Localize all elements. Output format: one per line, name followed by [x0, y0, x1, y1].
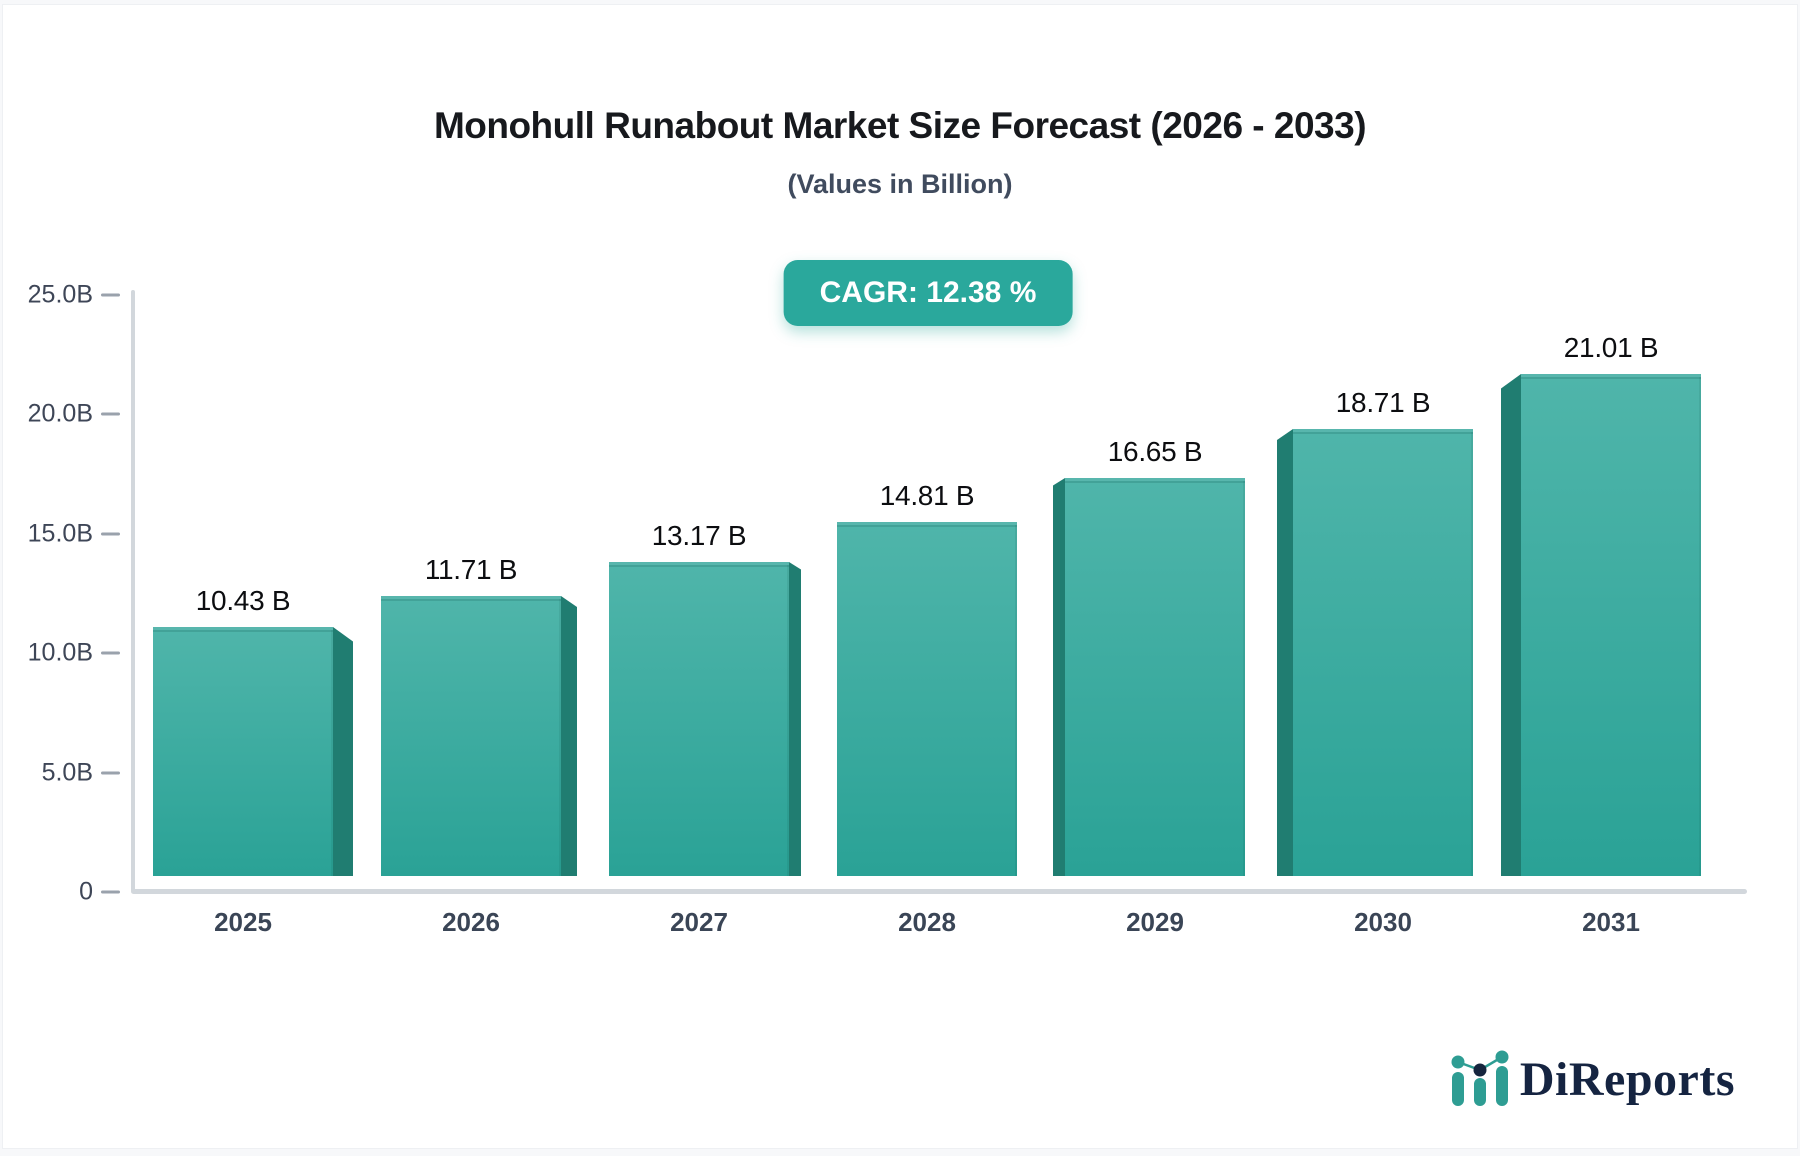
bar-face	[1293, 429, 1473, 876]
x-tick-label-2031: 2031	[1582, 907, 1640, 937]
brand-name: DiReports	[1519, 1052, 1735, 1106]
bar-2028: 14.81 B	[837, 480, 1017, 876]
bar-2026: 11.71 B	[381, 554, 577, 876]
page-subtitle: (Values in Billion)	[787, 169, 1013, 199]
bar-value-label-2029: 16.65 B	[1107, 436, 1203, 467]
y-tick-label-20.0B: 20.0B	[27, 399, 93, 428]
bar-side-panel	[561, 596, 577, 876]
chart-card: Monohull Runabout Market Size Forecast (…	[2, 4, 1798, 1149]
brand-logo: DiReports	[1450, 1050, 1735, 1108]
x-tick-label-2025: 2025	[214, 907, 272, 937]
x-tick-label-2028: 2028	[898, 907, 956, 937]
bar-face	[837, 522, 1017, 876]
y-tick-mark	[101, 532, 120, 536]
bar-2031: 21.01 B	[1501, 332, 1701, 876]
y-tick-label-25.0B: 25.0B	[27, 280, 93, 309]
bar-2027: 13.17 B	[609, 520, 801, 876]
bar-face	[381, 596, 561, 876]
x-axis-line	[131, 889, 1747, 894]
bar-value-label-2028: 14.81 B	[879, 480, 975, 511]
y-tick-mark	[101, 890, 120, 894]
bar-2025: 10.43 B	[153, 585, 353, 876]
x-tick-label-2030: 2030	[1354, 907, 1412, 937]
bar-face	[609, 562, 789, 876]
cagr-badge: CAGR: 12.38 %	[783, 260, 1073, 326]
bar-2030: 18.71 B	[1277, 387, 1473, 876]
bar-side-panel	[1053, 478, 1065, 876]
chart-root: Monohull Runabout Market Size Forecast (…	[3, 5, 1797, 1148]
bar-value-label-2030: 18.71 B	[1335, 387, 1431, 418]
bar-side-panel	[1501, 374, 1521, 876]
x-tick-label-2026: 2026	[442, 907, 500, 937]
y-tick-label-5.0B: 5.0B	[41, 758, 93, 787]
bar-face	[1065, 478, 1245, 876]
y-tick-mark	[101, 651, 120, 655]
y-axis-line	[131, 290, 135, 892]
bar-value-label-2031: 21.01 B	[1563, 332, 1659, 363]
bar-value-label-2025: 10.43 B	[195, 585, 291, 616]
page-title: Monohull Runabout Market Size Forecast (…	[433, 105, 1367, 146]
bar-face	[1521, 374, 1701, 876]
y-tick-label-15.0B: 15.0B	[27, 519, 93, 548]
y-tick-mark	[101, 771, 120, 775]
bar-side-panel	[789, 562, 801, 876]
bar-2029: 16.65 B	[1053, 436, 1245, 876]
y-tick-mark	[101, 412, 120, 416]
bar-face	[153, 627, 333, 876]
bar-value-label-2026: 11.71 B	[424, 554, 518, 585]
bar-value-label-2027: 13.17 B	[651, 520, 747, 551]
y-tick-label-0: 0	[79, 877, 93, 906]
y-tick-label-10.0B: 10.0B	[27, 638, 93, 667]
bar-side-panel	[333, 627, 353, 876]
x-tick-label-2027: 2027	[670, 907, 728, 937]
bar-side-panel	[1277, 429, 1293, 876]
brand-chart-icon	[1451, 1050, 1509, 1106]
x-tick-label-2029: 2029	[1126, 907, 1184, 937]
y-tick-mark	[101, 293, 120, 297]
